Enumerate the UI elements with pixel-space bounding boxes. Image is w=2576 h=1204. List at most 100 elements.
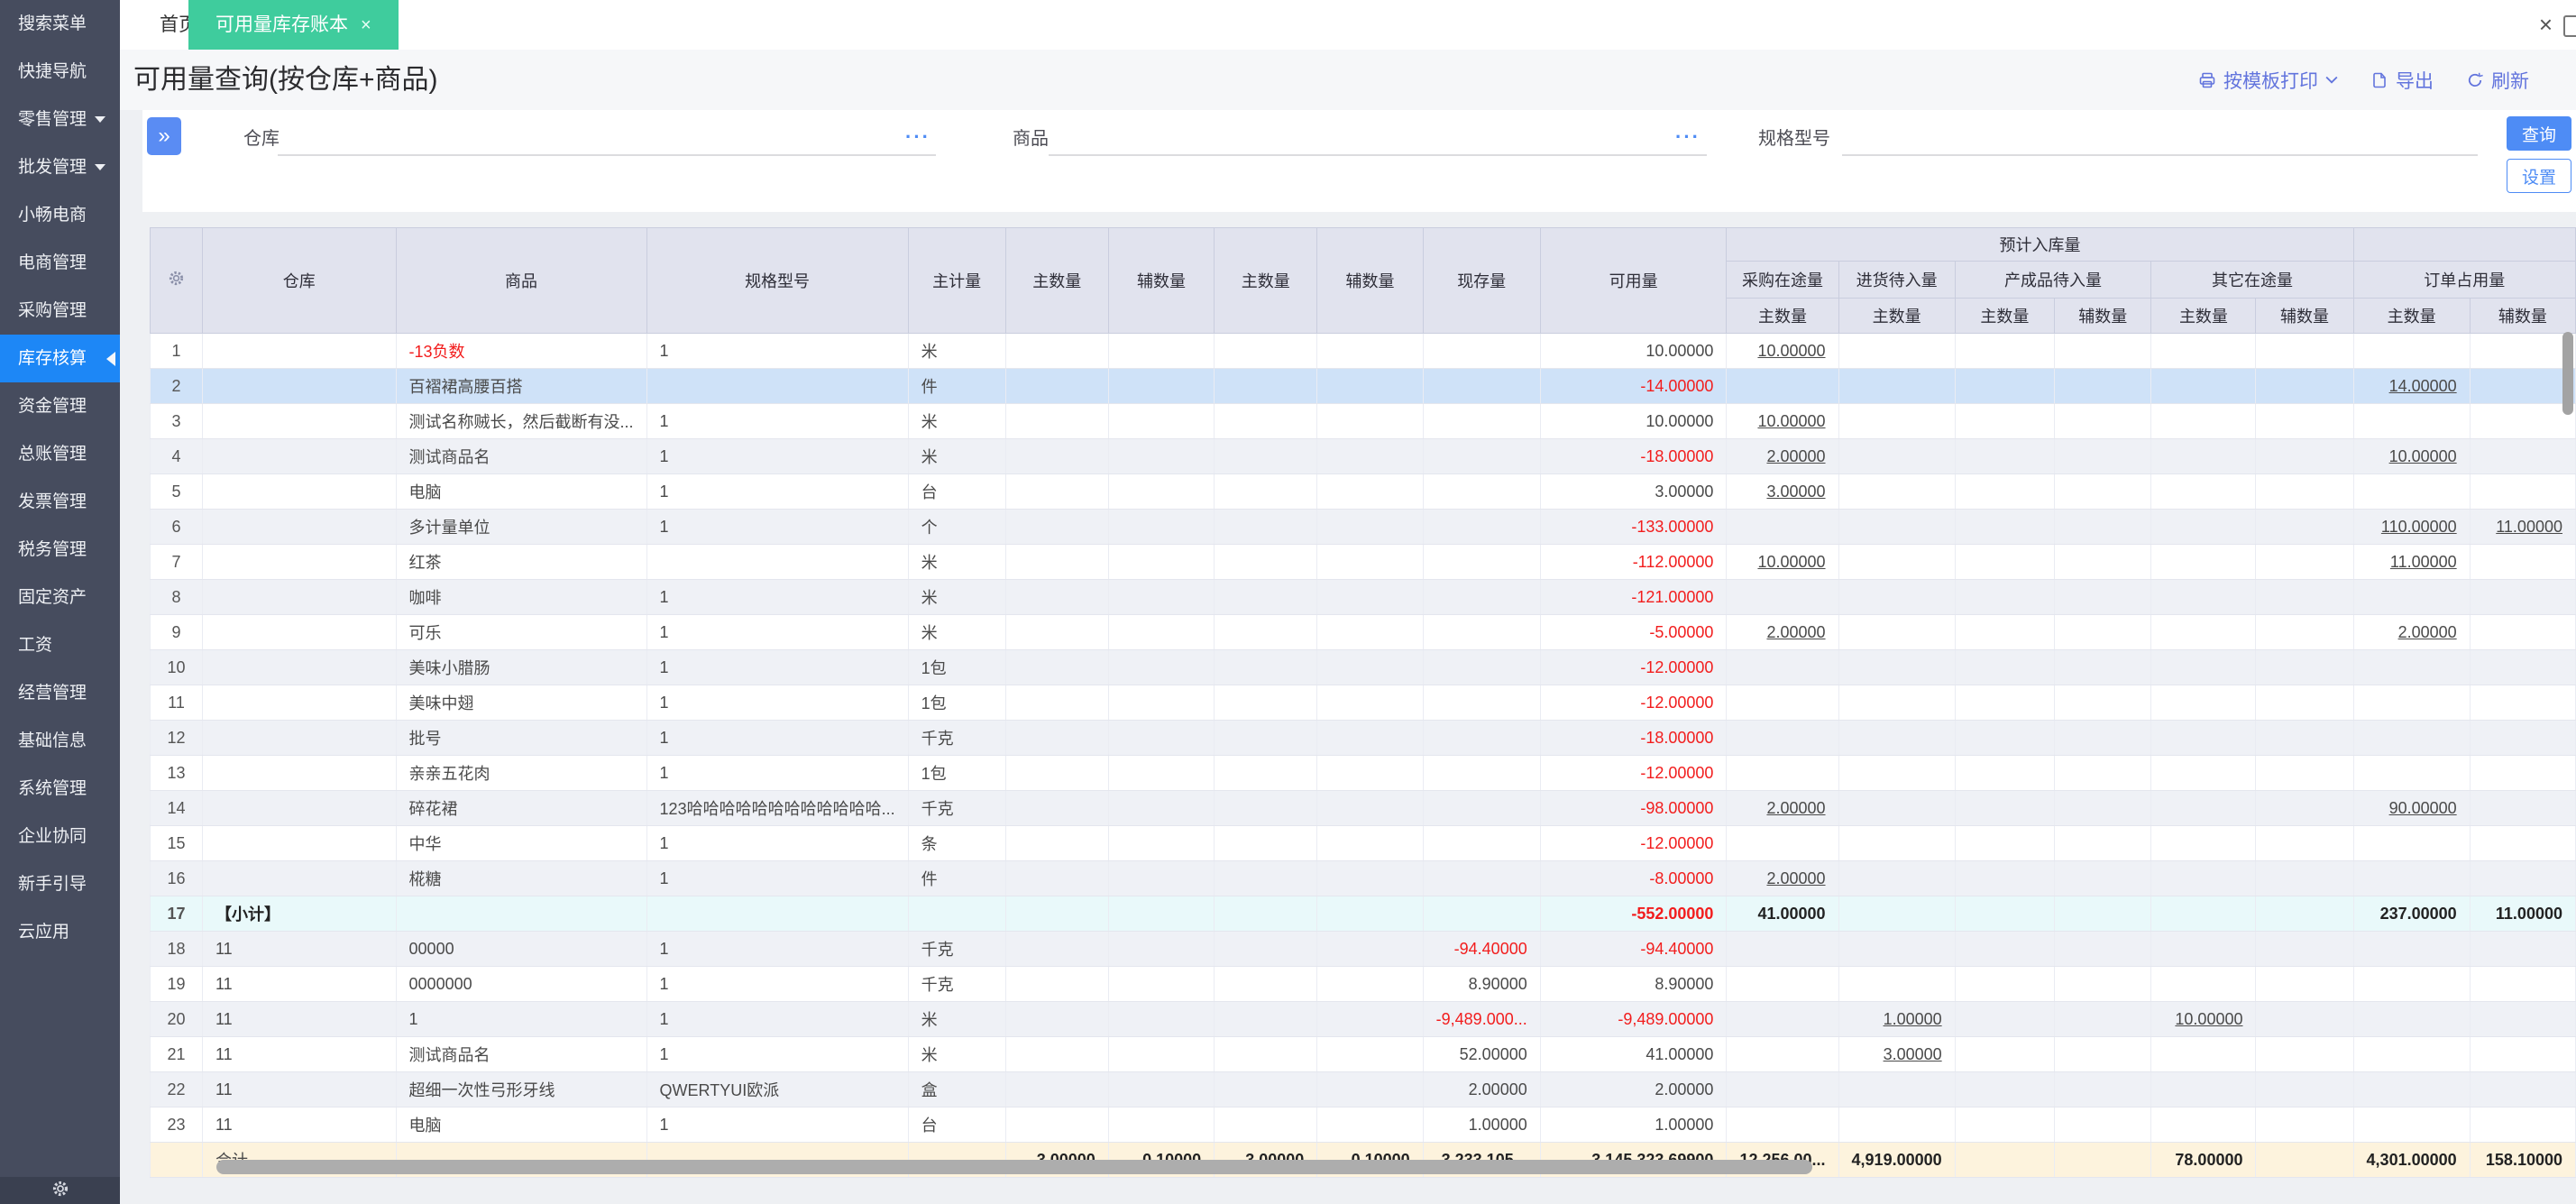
sidebar-item-12[interactable]: 固定资产 — [0, 574, 120, 621]
table-row[interactable]: 3 测试名称贼长，然后截断有没... 1 米 10.00000 10.00000 — [150, 403, 2576, 439]
tab-close-icon[interactable]: × — [361, 15, 371, 35]
sidebar-item-label: 系统管理 — [18, 779, 87, 798]
settings-button[interactable]: 设置 — [2507, 159, 2571, 193]
sidebar-item-15[interactable]: 基础信息 — [0, 717, 120, 765]
cell-other-main — [2150, 368, 2257, 404]
cell-purchase-transit[interactable]: 10.00000 — [1726, 544, 1839, 580]
sidebar-item-18[interactable]: 新手引导 — [0, 860, 120, 908]
warehouse-picker-icon[interactable]: ··· — [905, 125, 930, 148]
table-row[interactable]: 22 11 超细一次性弓形牙线 QWERTYUI欧派盒 2.00000 2.00000 — [150, 1071, 2576, 1107]
tab-home-label: 首页 — [160, 14, 197, 35]
cell-incoming-pending[interactable]: 3.00000 — [1838, 1036, 1956, 1072]
table-row[interactable]: 10 美味小腊肠 1 1包 -12.00000 — [150, 649, 2576, 685]
table-row[interactable]: 9 可乐 1 米 -5.00000 2.00000 2.00000 — [150, 614, 2576, 650]
sidebar-item-8[interactable]: 资金管理 — [0, 382, 120, 430]
export-label: 导出 — [2396, 70, 2434, 92]
cell-main-qty-1 — [1005, 438, 1109, 474]
cell-warehouse — [202, 790, 397, 826]
cell-order-main[interactable]: 14.00000 — [2353, 368, 2471, 404]
product-picker-icon[interactable]: ··· — [1675, 125, 1701, 148]
cell-unit: 米 — [908, 1036, 1006, 1072]
cell-incoming-pending — [1838, 509, 1956, 545]
cell-available: -18.00000 — [1540, 720, 1728, 756]
sidebar-settings-button[interactable] — [0, 1177, 120, 1204]
cell-purchase-transit[interactable]: 2.00000 — [1726, 438, 1839, 474]
table-row[interactable]: 15 中华 1 条 -12.00000 — [150, 825, 2576, 861]
table-row[interactable]: 20 11 1 1 米 -9,489.000... -9,489.00000 1.00000 1… — [150, 1001, 2576, 1037]
cell-aux-qty-1 — [1108, 720, 1215, 756]
table-row[interactable]: 18 11 00000 1 千克 -94.40000 -94.40000 — [150, 931, 2576, 967]
table-row[interactable]: 21 11 测试商品名 1 米 52.00000 41.00000 3.00000 — [150, 1036, 2576, 1072]
column-settings-button[interactable] — [150, 227, 203, 334]
table-row[interactable]: 6 多计量单位 1 个 -133.00000 110.00000 11.00000 — [150, 509, 2576, 545]
sidebar-item-5[interactable]: 电商管理 — [0, 239, 120, 287]
cell-purchase-transit[interactable]: 2.00000 — [1726, 790, 1839, 826]
vertical-scrollbar[interactable] — [2562, 332, 2573, 415]
table-row[interactable]: 11 美味中翅 1 1包 -12.00000 — [150, 685, 2576, 721]
refresh-button[interactable]: 刷新 — [2466, 67, 2529, 94]
tab-available-ledger[interactable]: 可用量库存账本 × — [188, 0, 399, 50]
row-number: 5 — [150, 473, 203, 510]
table-row[interactable]: 19 11 0000000 1 千克 8.90000 8.90000 — [150, 966, 2576, 1002]
table-row[interactable]: 12 批号 1 千克 -18.00000 — [150, 720, 2576, 756]
table-row[interactable]: 5 电脑 1 台 3.00000 3.00000 — [150, 473, 2576, 510]
tab-home[interactable]: 首页 — [136, 0, 221, 50]
table-row[interactable]: 17 【小计】 -552.00000 41.00000 237.00000 11.0000… — [150, 896, 2576, 932]
spec-filter-input[interactable] — [1842, 154, 2478, 156]
cell-order-aux — [2470, 966, 2576, 1002]
cell-order-main[interactable]: 90.00000 — [2353, 790, 2471, 826]
cell-order-main[interactable]: 11.00000 — [2353, 544, 2471, 580]
table-row[interactable]: 7 红茶 米 -112.00000 10.00000 11.00000 — [150, 544, 2576, 580]
cell-order-main[interactable]: 10.00000 — [2353, 438, 2471, 474]
cell-other-main[interactable]: 10.00000 — [2150, 1001, 2257, 1037]
table-row[interactable]: 23 11 电脑 1 台 1.00000 1.00000 — [150, 1107, 2576, 1143]
sidebar-item-16[interactable]: 系统管理 — [0, 765, 120, 813]
warehouse-filter-input[interactable] — [278, 154, 936, 156]
sidebar-item-label: 小畅电商 — [18, 206, 87, 225]
sidebar-item-2[interactable]: 零售管理 — [0, 96, 120, 143]
sub-header-main-qty: 主数量 — [2150, 298, 2257, 334]
sidebar-item-13[interactable]: 工资 — [0, 621, 120, 669]
sidebar-item-17[interactable]: 企业协同 — [0, 813, 120, 860]
table-row[interactable]: 4 测试商品名 1 米 -18.00000 2.00000 10.00000 — [150, 438, 2576, 474]
sidebar-item-1[interactable]: 快捷导航 — [0, 48, 120, 96]
sidebar-item-6[interactable]: 采购管理 — [0, 287, 120, 335]
horizontal-scrollbar[interactable] — [216, 1160, 1812, 1174]
sidebar-item-0[interactable]: 搜索菜单 — [0, 0, 120, 48]
cell-warehouse — [202, 544, 397, 580]
chevron-down-icon[interactable] — [2325, 76, 2338, 85]
print-by-template-button[interactable]: 按模板打印 — [2198, 67, 2338, 94]
cell-purchase-transit[interactable]: 10.00000 — [1726, 333, 1839, 369]
cell-purchase-transit[interactable]: 2.00000 — [1726, 860, 1839, 896]
table-row[interactable]: 8 咖啡 1 米 -121.00000 — [150, 579, 2576, 615]
cell-purchase-transit[interactable]: 2.00000 — [1726, 614, 1839, 650]
sidebar-item-4[interactable]: 小畅电商 — [0, 191, 120, 239]
sidebar-item-7[interactable]: 库存核算 — [0, 335, 120, 382]
table-row[interactable]: 16 椛糖 1 件 -8.00000 2.00000 — [150, 860, 2576, 896]
table-row[interactable]: 2 百褶裙高腰百搭 件 -14.00000 14.00000 — [150, 368, 2576, 404]
export-button[interactable]: 导出 — [2370, 67, 2434, 94]
product-filter-input[interactable] — [1049, 154, 1707, 156]
col-header-main-qty-1: 主数量 — [1004, 227, 1109, 334]
collapse-filters-button[interactable]: » — [147, 117, 181, 155]
sidebar-item-14[interactable]: 经营管理 — [0, 669, 120, 717]
sidebar-item-3[interactable]: 批发管理 — [0, 143, 120, 191]
cell-order-main[interactable]: 2.00000 — [2353, 614, 2471, 650]
cell-incoming-pending[interactable]: 1.00000 — [1838, 1001, 1956, 1037]
cell-purchase-transit[interactable]: 3.00000 — [1726, 473, 1839, 510]
sidebar-item-11[interactable]: 税务管理 — [0, 526, 120, 574]
window-close-icon[interactable]: × — [2538, 11, 2553, 38]
table-row[interactable]: 13 亲亲五花肉 1 1包 -12.00000 — [150, 755, 2576, 791]
query-button[interactable]: 查询 — [2507, 116, 2571, 151]
cell-order-aux[interactable]: 11.00000 — [2470, 509, 2576, 545]
table-row[interactable]: 14 碎花裙 123哈哈哈哈哈哈哈哈哈哈哈哈... 千克 -98.00000 2.0000… — [150, 790, 2576, 826]
sidebar-item-9[interactable]: 总账管理 — [0, 430, 120, 478]
sidebar-item-19[interactable]: 云应用 — [0, 908, 120, 956]
window-restore-icon[interactable] — [2563, 15, 2576, 37]
table-row[interactable]: 1 -13负数 1 米 10.00000 10.00000 — [150, 333, 2576, 369]
cell-order-main[interactable]: 110.00000 — [2353, 509, 2471, 545]
cell-purchase-transit[interactable]: 10.00000 — [1726, 403, 1839, 439]
sidebar-item-10[interactable]: 发票管理 — [0, 478, 120, 526]
cell-finished-main — [1955, 685, 2056, 721]
cell-other-main — [2150, 649, 2257, 685]
